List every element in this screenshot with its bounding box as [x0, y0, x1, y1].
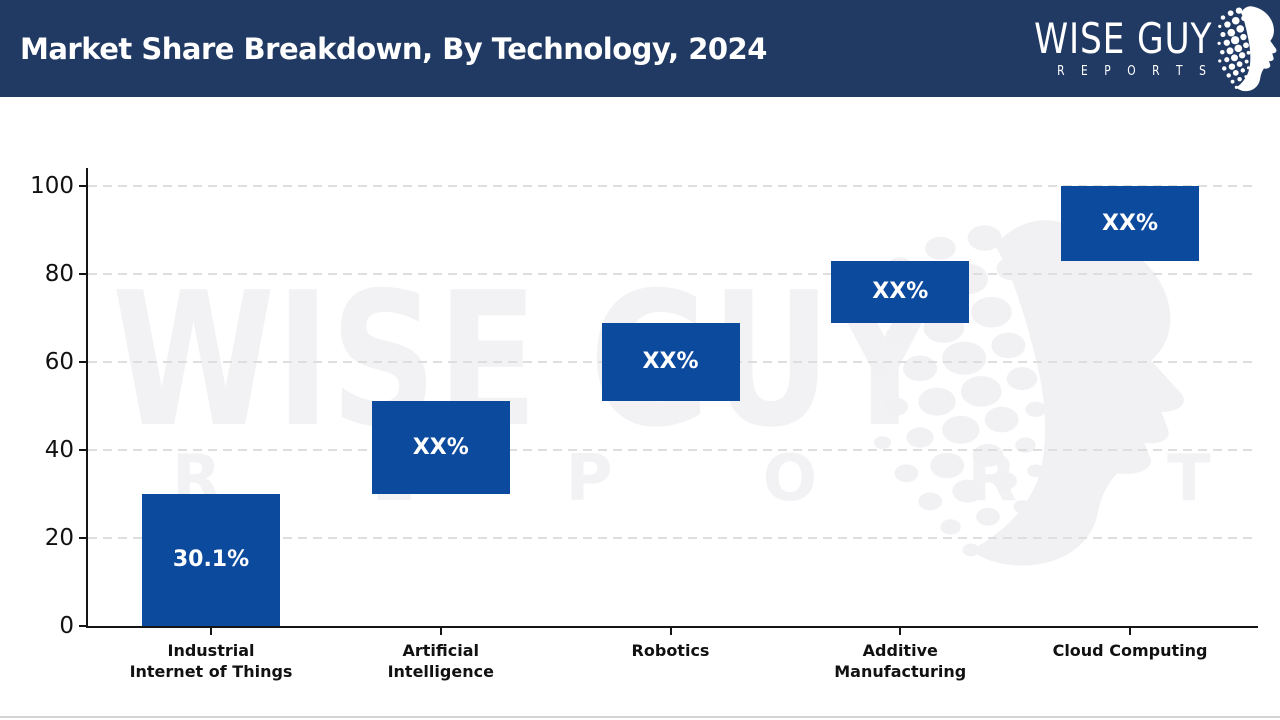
bar: XX%	[831, 260, 970, 323]
gridline	[88, 273, 1255, 275]
x-tick-label: Robotics	[631, 641, 710, 660]
x-tick-label: Cloud Computing	[1052, 641, 1208, 660]
y-tick-label: 20	[44, 525, 74, 551]
bar-value-label: XX%	[1102, 210, 1158, 236]
y-tick-label: 60	[44, 349, 74, 375]
x-tick-label: Additive Manufacturing	[834, 641, 967, 681]
bar-value-label: XX%	[412, 434, 469, 460]
bar: XX%	[601, 322, 740, 401]
gridline	[88, 537, 1255, 539]
gridline	[88, 449, 1255, 451]
x-tick	[1129, 628, 1131, 635]
y-tick	[79, 361, 87, 363]
y-tick	[79, 185, 87, 187]
brand-subtitle: R E P O R T S	[1056, 64, 1212, 79]
bottom-divider	[0, 716, 1280, 718]
bar: 30.1%	[142, 493, 280, 626]
x-tick	[669, 628, 672, 635]
brand-name: WISE GUY	[1033, 14, 1212, 63]
bar-value-label: XX%	[872, 279, 929, 305]
y-tick-label: 80	[44, 261, 74, 287]
y-tick-label: 100	[30, 173, 74, 199]
x-tick	[210, 628, 212, 635]
y-tick	[79, 273, 87, 275]
page-title: Market Share Breakdown, By Technology, 2…	[20, 31, 767, 66]
bar: XX%	[1061, 186, 1199, 261]
y-tick-label: 0	[59, 613, 74, 639]
x-tick-label: Industrial Internet of Things	[129, 641, 293, 681]
y-tick	[79, 449, 87, 451]
brand-wordmark: WISE GUY R E P O R T S	[1033, 14, 1212, 80]
y-tick-label: 40	[44, 437, 74, 463]
watermark-wordmark: WISE GUY	[112, 252, 939, 468]
bar-value-label: 30.1%	[172, 547, 250, 573]
header: Market Share Breakdown, By Technology, 2…	[0, 0, 1280, 97]
gridline	[88, 185, 1255, 187]
x-tick	[439, 628, 442, 635]
bar-value-label: XX%	[642, 349, 699, 375]
x-axis-line	[86, 626, 1258, 628]
x-tick-label: Artificial Intelligence	[387, 641, 494, 681]
y-tick	[79, 625, 87, 627]
bar: XX%	[371, 400, 510, 494]
x-tick	[899, 628, 902, 635]
y-tick	[79, 537, 87, 539]
brand-logo: WISE GUY R E P O R T S	[995, 0, 1280, 97]
y-axis-line	[86, 168, 88, 628]
